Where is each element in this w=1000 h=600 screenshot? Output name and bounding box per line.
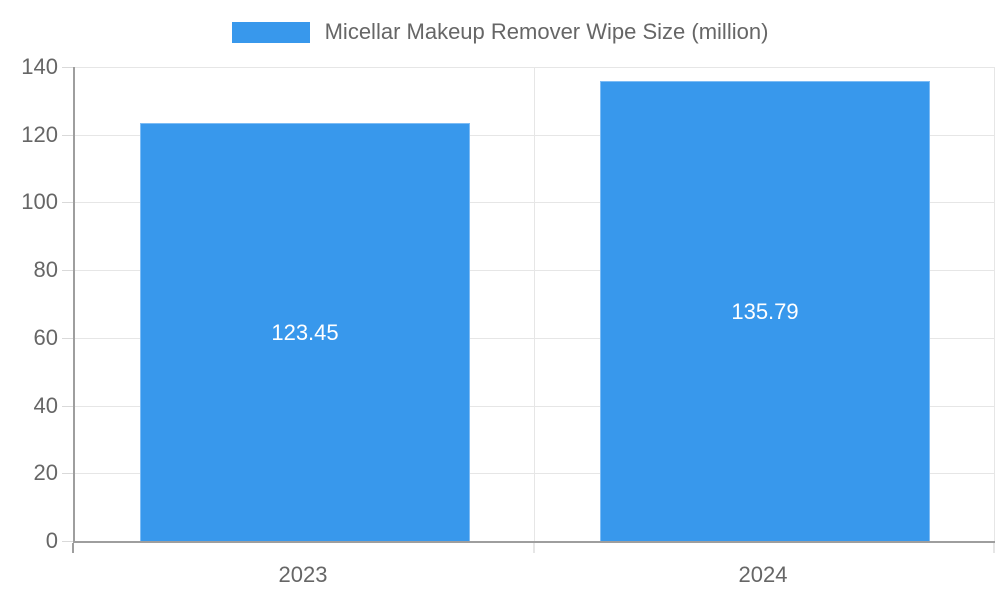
- y-gridline: [75, 67, 995, 68]
- legend-label: Micellar Makeup Remover Wipe Size (milli…: [324, 19, 769, 44]
- y-gridline: [75, 134, 995, 136]
- y-gridline: [75, 473, 995, 475]
- bar-value-label: 135.79: [731, 298, 799, 324]
- x-axis-tick-mark: [72, 543, 74, 553]
- y-gridline: [75, 337, 995, 339]
- y-axis-tick-mark: [62, 67, 73, 68]
- bar-2023[interactable]: 123.45: [140, 123, 470, 541]
- plot-area: 123.45 135.79: [73, 67, 995, 543]
- y-axis-tick-mark: [62, 337, 73, 339]
- legend: Micellar Makeup Remover Wipe Size (milli…: [0, 19, 1000, 45]
- bar-2024[interactable]: 135.79: [600, 81, 930, 541]
- x-gridline: [534, 67, 535, 541]
- legend-item[interactable]: Micellar Makeup Remover Wipe Size (milli…: [231, 19, 769, 45]
- y-axis-tick-label: 20: [33, 460, 58, 486]
- y-axis-tick-label: 120: [21, 121, 58, 147]
- y-gridline: [75, 270, 995, 272]
- x-gridline: [994, 67, 995, 541]
- y-axis-tick-mark: [62, 473, 73, 475]
- y-gridline: [75, 202, 995, 204]
- y-axis-tick-label: 40: [33, 392, 58, 418]
- y-axis-tick-mark: [62, 134, 73, 136]
- y-axis-tick-label: 100: [21, 189, 58, 215]
- bar-value-label: 123.45: [271, 319, 339, 345]
- y-axis-tick-mark: [62, 405, 73, 407]
- y-axis-tick-label: 140: [21, 54, 58, 79]
- y-axis-tick-mark: [62, 202, 73, 204]
- y-gridline: [75, 405, 995, 407]
- legend-swatch-icon: [231, 21, 310, 43]
- y-axis-tick-label: 80: [33, 257, 58, 283]
- y-axis-tick-mark: [62, 270, 73, 272]
- y-axis-tick-label: 0: [45, 528, 58, 553]
- y-axis-tick-label: 60: [33, 324, 58, 350]
- x-axis-category-label: 2024: [738, 562, 788, 587]
- y-axis-tick-mark: [62, 541, 73, 542]
- x-axis-category-label: 2023: [278, 562, 328, 587]
- x-axis-tick-mark: [993, 543, 995, 553]
- x-axis-tick-mark: [533, 543, 535, 553]
